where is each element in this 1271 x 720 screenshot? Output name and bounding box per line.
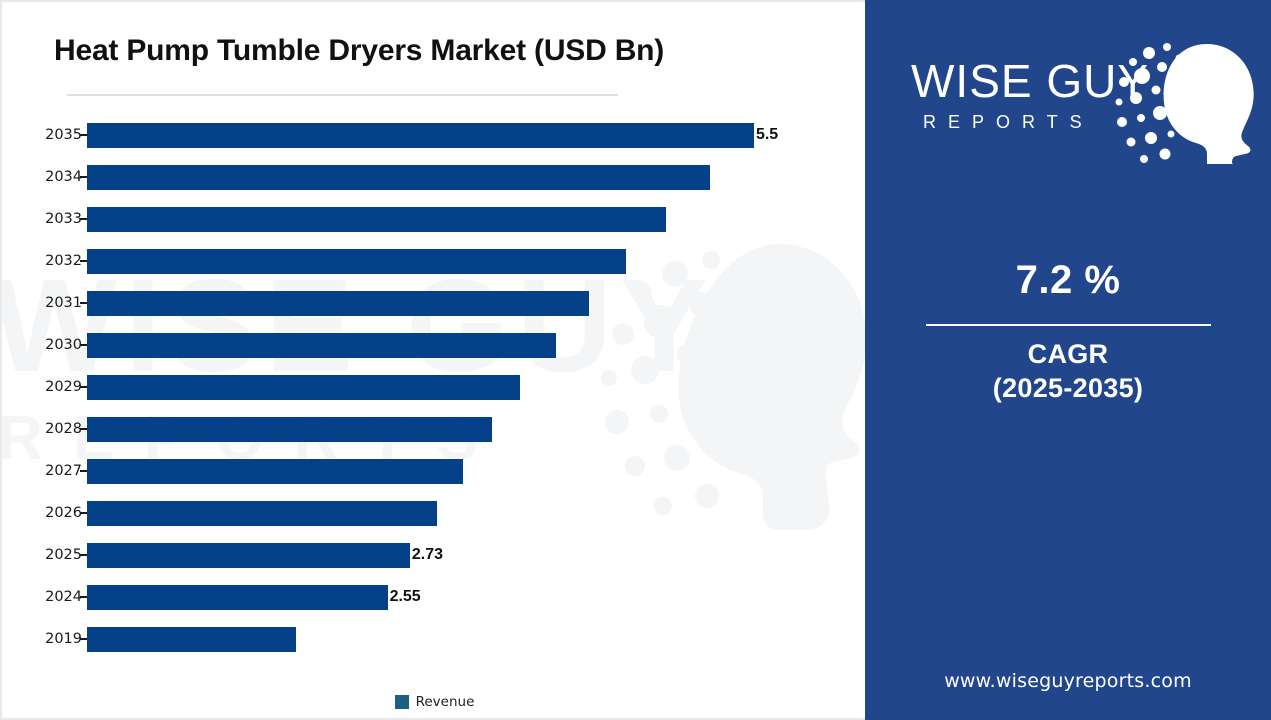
y-axis-tick bbox=[80, 302, 87, 304]
bar-row: 2030 bbox=[2, 324, 865, 366]
bar-value-label-2035: 5.5 bbox=[755, 126, 779, 143]
bar-row: 2027 bbox=[2, 450, 865, 492]
bar-row: 2029 bbox=[2, 366, 865, 408]
y-axis-tick bbox=[80, 260, 87, 262]
logo-text: WISE GUY REPORTS bbox=[911, 58, 1161, 131]
y-axis-label-2025: 2025 bbox=[45, 547, 82, 563]
bar-row: 2024 2.55 bbox=[2, 576, 865, 618]
y-axis-label-2028: 2028 bbox=[45, 421, 82, 437]
legend-swatch-revenue bbox=[394, 695, 409, 709]
bar-2031[interactable] bbox=[87, 290, 589, 316]
y-axis-tick bbox=[80, 512, 87, 514]
y-axis-label-2030: 2030 bbox=[45, 337, 82, 353]
bar-2034[interactable] bbox=[87, 164, 711, 190]
y-axis-label-2035: 2035 bbox=[45, 127, 82, 143]
bar-value-label-2025: 2.73 bbox=[411, 546, 444, 563]
y-axis-tick bbox=[80, 596, 87, 598]
cagr-divider bbox=[925, 324, 1211, 326]
y-axis-label-2027: 2027 bbox=[45, 463, 82, 479]
y-axis-label-2029: 2029 bbox=[45, 379, 82, 395]
logo-line2: REPORTS bbox=[923, 112, 1094, 132]
cagr-block: 7.2 % CAGR (2025-2035) bbox=[865, 258, 1271, 406]
bar-row: 2031 bbox=[2, 282, 865, 324]
bar-2019[interactable] bbox=[87, 626, 296, 652]
bar-value-label-2024: 2.55 bbox=[389, 588, 421, 605]
wiseguy-logo: WISE GUY REPORTS bbox=[865, 42, 1271, 164]
plot-area: 2035 5.5 2034 2033 2032 2031 2030 2029 2028 2027 2… bbox=[2, 114, 865, 662]
chart-legend: Revenue bbox=[2, 694, 865, 710]
bar-row: 2033 bbox=[2, 198, 865, 240]
cagr-caption-line1: CAGR bbox=[1027, 339, 1109, 369]
y-axis-label-2034: 2034 bbox=[45, 169, 82, 185]
y-axis-tick bbox=[80, 470, 87, 472]
cagr-caption: CAGR (2025-2035) bbox=[865, 338, 1271, 406]
y-axis-tick bbox=[80, 218, 87, 220]
y-axis-tick bbox=[80, 344, 87, 346]
cagr-caption-line2: (2025-2035) bbox=[992, 372, 1144, 403]
y-axis-tick bbox=[80, 638, 87, 640]
bar-2030[interactable] bbox=[87, 332, 557, 358]
bar-2033[interactable] bbox=[87, 206, 666, 232]
legend-label-revenue: Revenue bbox=[415, 694, 475, 710]
y-axis-tick bbox=[80, 554, 87, 556]
brand-panel: WISE GUY REPORTS 7.2 % CAG bbox=[865, 0, 1271, 720]
y-axis-label-2031: 2031 bbox=[45, 295, 82, 311]
bar-2025[interactable] bbox=[87, 542, 410, 568]
chart-panel: WISE GUY REPORTS Heat Pump Tumble Dryers… bbox=[0, 0, 865, 720]
bar-row: 2019 bbox=[2, 618, 865, 660]
website-url: www.wiseguyreports.com bbox=[944, 670, 1192, 692]
bar-row: 2025 2.73 bbox=[2, 534, 865, 576]
chart-title: Heat Pump Tumble Dryers Market (USD Bn) bbox=[54, 34, 665, 67]
cagr-value: 7.2 % bbox=[1015, 258, 1121, 302]
y-axis-tick bbox=[80, 134, 87, 136]
bar-row: 2032 bbox=[2, 240, 865, 282]
y-axis-label-2024: 2024 bbox=[45, 589, 82, 605]
y-axis-label-2026: 2026 bbox=[45, 505, 82, 521]
title-divider bbox=[67, 94, 618, 96]
dotted-head-silhouette-icon bbox=[1115, 43, 1254, 164]
bar-2032[interactable] bbox=[87, 248, 627, 274]
y-axis-label-2033: 2033 bbox=[45, 211, 82, 227]
bar-row: 2028 bbox=[2, 408, 865, 450]
y-axis-label-2032: 2032 bbox=[45, 253, 82, 269]
y-axis-label-2019: 2019 bbox=[45, 631, 82, 647]
bar-2028[interactable] bbox=[87, 416, 492, 442]
bar-row: 2035 5.5 bbox=[2, 114, 865, 156]
bar-2026[interactable] bbox=[87, 500, 438, 526]
y-axis-tick bbox=[80, 428, 87, 430]
y-axis-tick bbox=[80, 386, 87, 388]
bar-2035[interactable] bbox=[87, 122, 754, 148]
bar-row: 2026 bbox=[2, 492, 865, 534]
y-axis-tick bbox=[80, 176, 87, 178]
logo-line1: WISE GUY bbox=[911, 55, 1150, 107]
bar-row: 2034 bbox=[2, 156, 865, 198]
bar-2029[interactable] bbox=[87, 374, 521, 400]
bar-2027[interactable] bbox=[87, 458, 464, 484]
bar-2024[interactable] bbox=[87, 584, 388, 610]
